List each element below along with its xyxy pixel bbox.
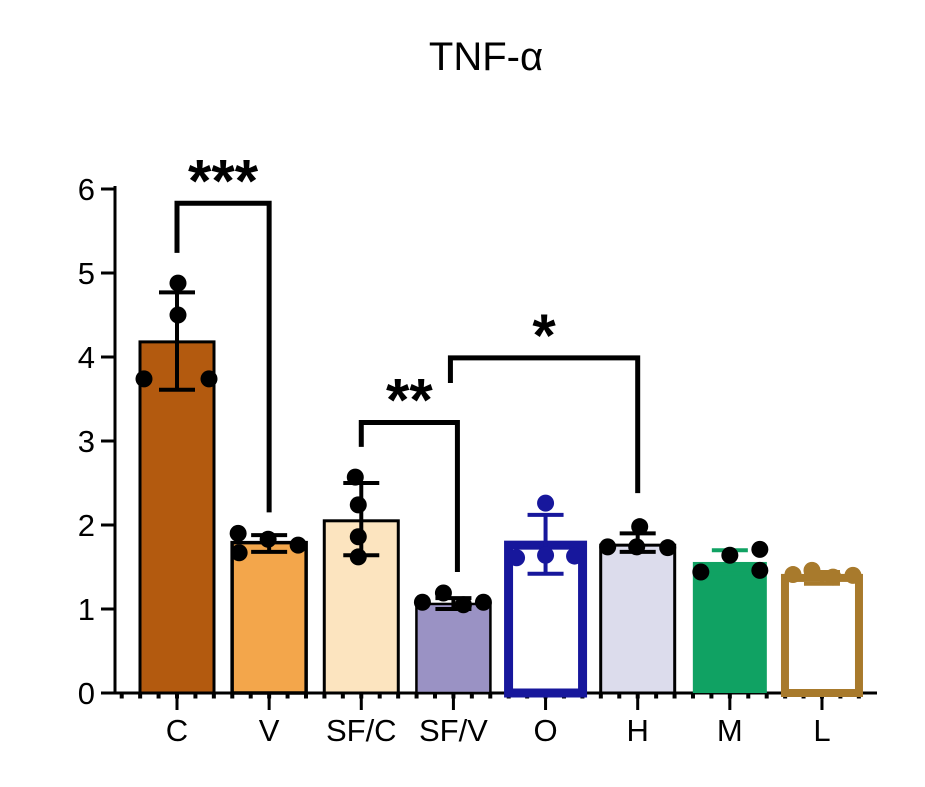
- data-point-V-1: [229, 524, 247, 542]
- x-minor-tick: [138, 694, 143, 699]
- x-label-L: L: [813, 713, 830, 748]
- x-label-SF/C: SF/C: [326, 713, 397, 748]
- y-tick-label-2: 2: [78, 508, 95, 543]
- series-SF/C: [322, 468, 400, 695]
- y-tick-label-4: 4: [78, 340, 95, 375]
- y-tick-label-3: 3: [78, 424, 95, 459]
- x-minor-tick: [709, 694, 714, 699]
- x-minor-tick: [488, 694, 493, 699]
- data-point-SF/V-1: [434, 584, 452, 602]
- x-minor-tick: [414, 694, 419, 699]
- sig-bracket-1: [174, 200, 272, 513]
- y-tick-label-0: 0: [78, 676, 95, 711]
- data-point-V-4: [230, 544, 248, 562]
- data-point-M-3: [692, 563, 710, 581]
- sig-label-2: **: [386, 367, 433, 434]
- data-point-M-4: [751, 561, 769, 579]
- data-point-SF/C-2: [349, 496, 367, 514]
- x-minor-tick: [672, 694, 677, 699]
- data-point-SF/C-4: [349, 548, 367, 566]
- significance-brackets: ******: [174, 147, 641, 573]
- series-O: [504, 494, 588, 698]
- y-tick-label-5: 5: [78, 256, 95, 291]
- bar-M: [692, 561, 767, 693]
- bar-H: [599, 543, 677, 695]
- x-minor-tick: [322, 694, 327, 699]
- data-point-C-2: [169, 306, 187, 324]
- series-C: [135, 274, 218, 695]
- x-label-V: V: [259, 713, 280, 748]
- data-point-SF/V-3: [454, 596, 472, 614]
- series-L: [780, 561, 863, 697]
- data-point-SF/C-1: [346, 468, 364, 486]
- x-minor-tick: [285, 694, 290, 699]
- sig-bracket-2: [358, 420, 460, 573]
- data-point-O-4: [566, 547, 584, 565]
- data-point-SF/C-3: [349, 528, 367, 546]
- x-minor-tick: [119, 694, 124, 699]
- data-point-SF/V-4: [474, 593, 492, 611]
- y-tick-label-6: 6: [78, 172, 95, 207]
- data-point-O-1: [537, 494, 555, 512]
- sig-label-3: *: [532, 302, 556, 369]
- x-minor-tick: [598, 694, 603, 699]
- x-label-H: H: [627, 713, 649, 748]
- x-minor-tick: [193, 694, 198, 699]
- axes: 0 1 2 3 4 5 6 C V SF/C SF/V O H M L: [78, 172, 877, 748]
- data-point-C-1: [169, 274, 187, 292]
- data-point-L-3: [824, 568, 842, 586]
- x-minor-tick: [211, 694, 216, 699]
- x-minor-tick: [303, 694, 308, 699]
- x-minor-tick: [432, 694, 437, 699]
- data-point-SF/V-2: [413, 593, 431, 611]
- series-M: [692, 540, 769, 693]
- data-point-C-3: [135, 370, 153, 388]
- data-point-L-1: [803, 561, 821, 579]
- bar-SF/V: [415, 602, 492, 695]
- data-point-H-1: [631, 518, 649, 536]
- x-label-M: M: [717, 713, 743, 748]
- sig-label-1: ***: [188, 147, 259, 214]
- series-H: [599, 518, 677, 695]
- y-tick-label-1: 1: [78, 592, 95, 627]
- x-minor-tick: [230, 694, 235, 699]
- data-point-H-3: [628, 538, 646, 556]
- data-point-L-2: [784, 566, 802, 584]
- data-point-H-4: [659, 539, 677, 557]
- series-V: [229, 524, 308, 695]
- x-label-SF/V: SF/V: [419, 713, 488, 748]
- data-point-O-2: [537, 546, 555, 564]
- x-minor-tick: [690, 694, 695, 699]
- x-minor-tick: [617, 694, 622, 699]
- data-point-M-2: [721, 546, 739, 564]
- x-minor-tick: [396, 694, 401, 699]
- data-point-V-2: [259, 530, 277, 548]
- x-minor-tick: [469, 694, 474, 699]
- x-minor-tick: [340, 694, 345, 699]
- bar-V: [230, 540, 308, 695]
- x-label-O: O: [533, 713, 557, 748]
- data-point-M-1: [751, 540, 769, 558]
- data-point-C-4: [200, 370, 218, 388]
- x-minor-tick: [248, 694, 253, 699]
- series-SF/V: [413, 584, 492, 695]
- data-point-V-3: [289, 536, 307, 554]
- data-point-O-3: [508, 549, 526, 567]
- bars: [135, 274, 863, 698]
- x-minor-tick: [746, 694, 751, 699]
- bar-C: [138, 340, 216, 695]
- x-minor-tick: [377, 694, 382, 699]
- x-minor-tick: [156, 694, 161, 699]
- data-point-L-4: [844, 566, 862, 584]
- x-minor-tick: [764, 694, 769, 699]
- chart-title: TNF-α: [429, 35, 543, 79]
- data-point-H-2: [599, 538, 617, 556]
- sig-bracket-3: [447, 355, 641, 494]
- bar-L: [780, 573, 863, 697]
- x-minor-tick: [654, 694, 659, 699]
- x-label-C: C: [166, 713, 188, 748]
